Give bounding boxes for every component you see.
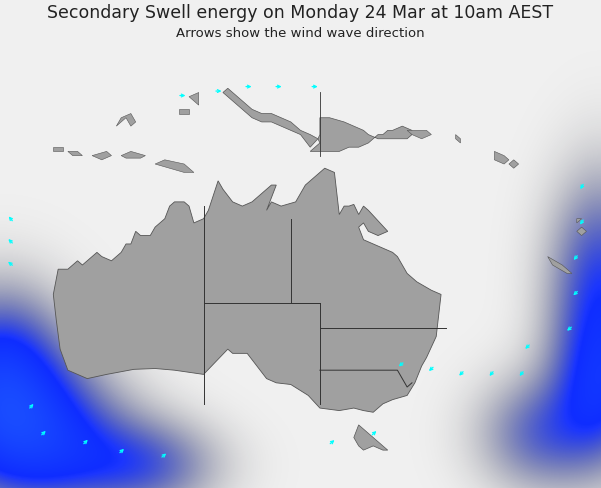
Polygon shape — [577, 227, 587, 236]
Text: Secondary Swell energy on Monday 24 Mar at 10am AEST: Secondary Swell energy on Monday 24 Mar … — [47, 4, 554, 22]
Text: Arrows show the wind wave direction: Arrows show the wind wave direction — [176, 27, 425, 40]
Polygon shape — [92, 151, 111, 160]
Polygon shape — [548, 257, 572, 273]
Polygon shape — [223, 88, 318, 147]
Polygon shape — [407, 130, 432, 139]
Polygon shape — [456, 135, 460, 143]
Polygon shape — [495, 151, 509, 164]
Polygon shape — [189, 93, 199, 105]
Polygon shape — [53, 147, 63, 151]
Polygon shape — [354, 425, 388, 450]
Polygon shape — [117, 114, 136, 126]
Polygon shape — [53, 168, 441, 412]
Polygon shape — [577, 219, 582, 223]
Polygon shape — [509, 160, 519, 168]
Polygon shape — [121, 151, 145, 158]
Polygon shape — [179, 109, 189, 114]
Polygon shape — [155, 160, 194, 172]
Polygon shape — [310, 118, 412, 151]
Polygon shape — [68, 151, 82, 156]
